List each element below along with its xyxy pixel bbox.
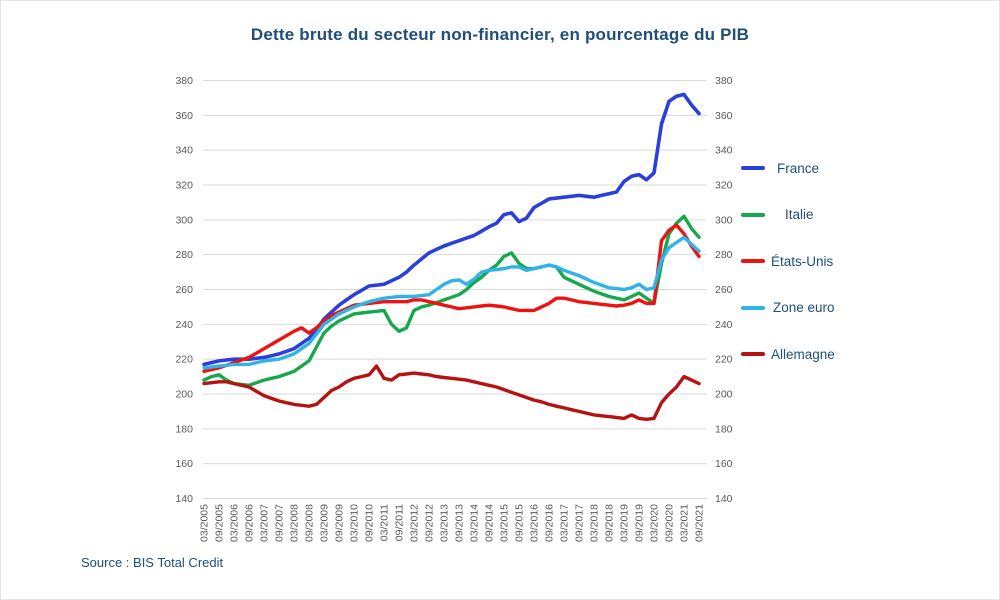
svg-text:09/2009: 09/2009 <box>334 504 346 542</box>
svg-text:03/2005: 03/2005 <box>199 504 211 542</box>
svg-text:03/2007: 03/2007 <box>259 504 271 542</box>
svg-text:09/2010: 09/2010 <box>364 504 376 542</box>
svg-text:280: 280 <box>175 249 193 261</box>
svg-text:03/2016: 03/2016 <box>529 504 541 542</box>
source-caption: Source : BIS Total Credit <box>81 555 224 570</box>
svg-text:09/2017: 09/2017 <box>574 504 586 542</box>
svg-text:03/2011: 03/2011 <box>379 504 391 541</box>
svg-text:09/2014: 09/2014 <box>484 504 496 542</box>
svg-text:160: 160 <box>715 458 733 470</box>
svg-text:09/2019: 09/2019 <box>634 504 646 542</box>
svg-text:09/2016: 09/2016 <box>544 504 556 542</box>
legend-label: Zone euro <box>773 300 835 315</box>
legend-item-allemagne: Allemagne <box>741 346 971 362</box>
legend-label: Allemagne <box>771 346 835 362</box>
svg-text:09/2007: 09/2007 <box>274 504 286 542</box>
svg-text:320: 320 <box>715 180 733 192</box>
svg-text:09/2011: 09/2011 <box>394 504 406 541</box>
svg-text:09/2021: 09/2021 <box>694 504 706 542</box>
svg-text:140: 140 <box>175 493 193 505</box>
svg-text:360: 360 <box>715 110 733 122</box>
svg-text:03/2008: 03/2008 <box>289 504 301 542</box>
svg-text:160: 160 <box>175 458 193 470</box>
svg-text:340: 340 <box>715 145 733 157</box>
legend-item-zone-euro: Zone euro <box>741 300 971 315</box>
svg-text:280: 280 <box>715 249 733 261</box>
allemagne-line-swatch <box>741 352 765 356</box>
italie-line-swatch <box>741 212 765 217</box>
legend-item-france: France <box>741 160 971 176</box>
svg-text:03/2006: 03/2006 <box>229 504 241 542</box>
legend-label: États-Unis <box>771 253 834 269</box>
svg-text:340: 340 <box>175 145 193 157</box>
svg-text:03/2012: 03/2012 <box>409 504 421 542</box>
legend-item-italie: Italie <box>741 207 971 222</box>
svg-text:09/2013: 09/2013 <box>454 504 466 542</box>
etats-unis-line-swatch <box>741 259 765 263</box>
svg-text:03/2010: 03/2010 <box>349 504 361 542</box>
svg-text:03/2020: 03/2020 <box>649 504 661 542</box>
svg-text:03/2019: 03/2019 <box>619 504 631 542</box>
svg-text:09/2018: 09/2018 <box>604 504 616 542</box>
svg-text:03/2015: 03/2015 <box>499 504 511 542</box>
svg-text:03/2021: 03/2021 <box>679 504 691 542</box>
legend-item-etats-unis: États-Unis <box>741 253 971 269</box>
svg-text:03/2018: 03/2018 <box>589 504 601 542</box>
svg-text:380: 380 <box>175 75 193 87</box>
zone-euro-line-swatch <box>741 305 765 310</box>
svg-text:09/2015: 09/2015 <box>514 504 526 542</box>
france-line-swatch <box>741 166 765 170</box>
svg-text:200: 200 <box>175 389 193 401</box>
svg-text:220: 220 <box>715 354 733 366</box>
svg-text:03/2009: 03/2009 <box>319 504 331 542</box>
svg-text:140: 140 <box>715 493 733 505</box>
chart-title: Dette brute du secteur non-financier, en… <box>250 25 750 44</box>
svg-text:200: 200 <box>715 389 733 401</box>
svg-text:320: 320 <box>175 180 193 192</box>
legend-label: Italie <box>785 207 814 222</box>
svg-text:09/2006: 09/2006 <box>244 504 256 542</box>
legend-label: France <box>777 160 820 176</box>
svg-text:180: 180 <box>715 423 733 435</box>
svg-text:240: 240 <box>715 319 733 331</box>
svg-text:240: 240 <box>175 319 193 331</box>
svg-text:180: 180 <box>175 423 193 435</box>
svg-text:360: 360 <box>175 110 193 122</box>
svg-text:260: 260 <box>175 284 193 296</box>
chart-legend: France Italie États-Unis Zone euro Allem… <box>741 161 971 394</box>
svg-text:09/2008: 09/2008 <box>304 504 316 542</box>
svg-text:03/2014: 03/2014 <box>469 504 481 542</box>
svg-text:300: 300 <box>715 214 733 226</box>
svg-text:09/2020: 09/2020 <box>664 504 676 542</box>
svg-text:09/2005: 09/2005 <box>214 504 226 542</box>
svg-text:220: 220 <box>175 354 193 366</box>
svg-text:03/2013: 03/2013 <box>439 504 451 542</box>
svg-text:03/2017: 03/2017 <box>559 504 571 542</box>
svg-text:380: 380 <box>715 75 733 87</box>
svg-text:09/2012: 09/2012 <box>424 504 436 542</box>
svg-text:300: 300 <box>175 214 193 226</box>
svg-text:260: 260 <box>715 284 733 296</box>
